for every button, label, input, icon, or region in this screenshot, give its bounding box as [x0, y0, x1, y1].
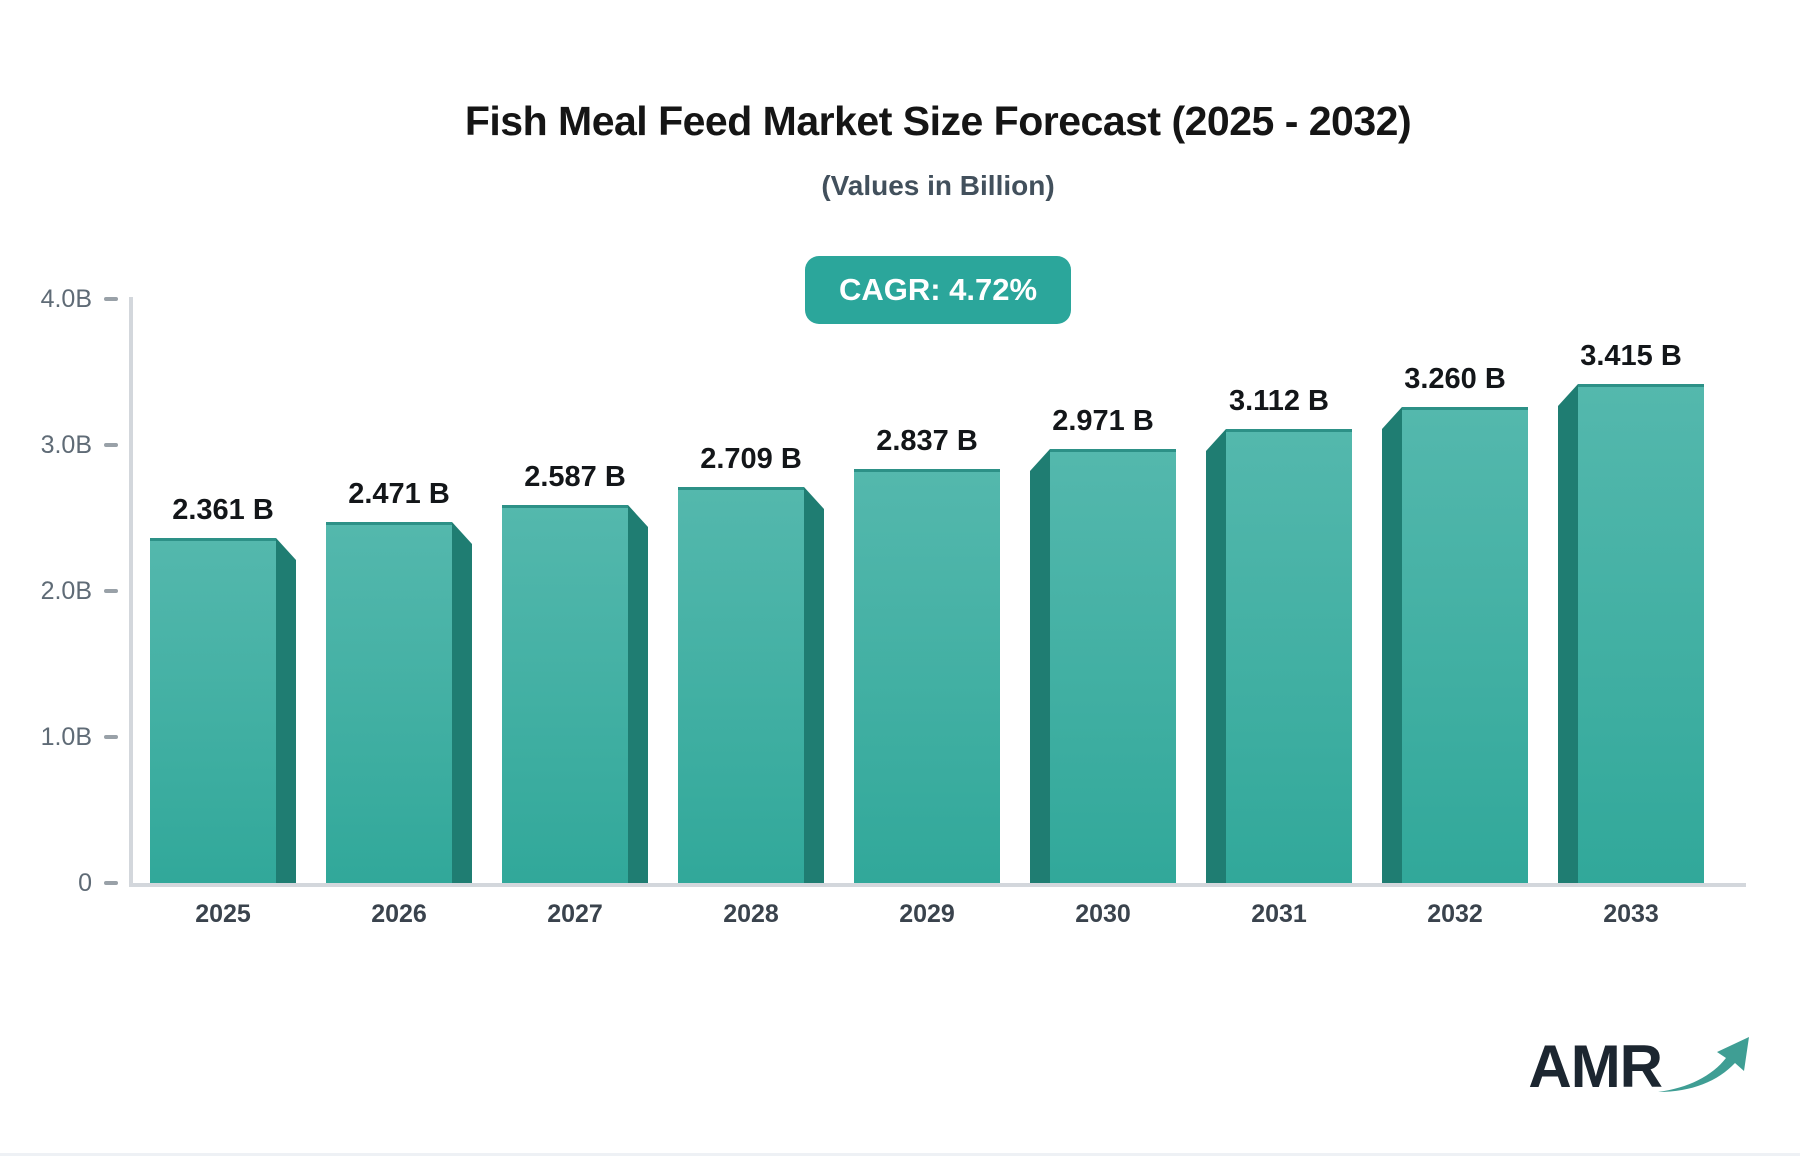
- x-axis-label: 2026: [371, 900, 427, 928]
- bar-face: [326, 522, 452, 883]
- bar-group[interactable]: [150, 538, 296, 883]
- y-axis-label: 1.0B: [40, 723, 92, 751]
- chart-subtitle: (Values in Billion): [821, 170, 1055, 201]
- y-axis-label: 2.0B: [40, 577, 92, 605]
- x-axis-line: [129, 883, 1746, 887]
- x-axis-label: 2027: [547, 900, 603, 928]
- y-axis-tick: [104, 881, 118, 885]
- bar-face: [1578, 384, 1704, 883]
- bar-side-face: [628, 505, 648, 883]
- bar-group[interactable]: [1558, 384, 1704, 883]
- bar-group[interactable]: [1206, 429, 1352, 883]
- logo-text: AMR: [1528, 1033, 1663, 1100]
- bar-value-label: 2.471 B: [348, 478, 450, 510]
- y-axis-tick: [104, 443, 118, 447]
- bar-side-face: [1206, 429, 1226, 883]
- bar-side-face: [804, 487, 824, 883]
- y-axis-tick: [104, 589, 118, 593]
- bar-face: [678, 487, 804, 883]
- x-axis-label: 2030: [1075, 900, 1131, 928]
- bar-side-face: [276, 538, 296, 883]
- bar-group[interactable]: [1382, 407, 1528, 883]
- bar-value-label: 2.361 B: [172, 494, 274, 526]
- x-axis-label: 2029: [899, 900, 955, 928]
- bar-group[interactable]: [1030, 449, 1176, 883]
- x-axis-label: 2025: [195, 900, 251, 928]
- y-axis-label: 3.0B: [40, 431, 92, 459]
- x-axis-label: 2033: [1603, 900, 1659, 928]
- cagr-badge: CAGR: 4.72%: [804, 256, 1072, 324]
- bar-value-label: 2.837 B: [876, 425, 978, 457]
- trend-up-arrow-icon: [1658, 1037, 1749, 1092]
- bar-group[interactable]: [326, 522, 472, 883]
- bar-face: [1050, 449, 1176, 883]
- y-axis-label: 0: [78, 869, 92, 897]
- bar-group[interactable]: [678, 487, 824, 883]
- bar-side-face: [1382, 407, 1402, 883]
- y-axis-tick: [104, 735, 118, 739]
- x-axis-label: 2031: [1251, 900, 1307, 928]
- bar-value-label: 2.971 B: [1052, 405, 1154, 437]
- y-axis-tick: [104, 297, 118, 301]
- bar-face: [1226, 429, 1352, 883]
- bar-value-label: 2.709 B: [700, 443, 802, 475]
- badge-row: CAGR: 4.72%: [130, 256, 1746, 324]
- bar-face: [502, 505, 628, 883]
- y-axis-label: 4.0B: [40, 285, 92, 313]
- bar-value-label: 3.415 B: [1580, 340, 1682, 372]
- bar-face: [1402, 407, 1528, 883]
- bar-face: [150, 538, 276, 883]
- amr-logo: AMR: [1528, 1032, 1754, 1102]
- chart-title: Fish Meal Feed Market Size Forecast (202…: [464, 98, 1412, 144]
- bar-value-label: 2.587 B: [524, 461, 626, 493]
- bar-side-face: [1558, 384, 1578, 883]
- bar-value-label: 3.260 B: [1404, 363, 1506, 395]
- bar-value-label: 3.112 B: [1229, 385, 1329, 417]
- bar-side-face: [1030, 449, 1050, 883]
- bar-group[interactable]: [502, 505, 648, 883]
- x-axis-label: 2032: [1427, 900, 1483, 928]
- bar-face: [854, 469, 1000, 883]
- y-axis-line: [129, 297, 133, 887]
- bar-side-face: [452, 522, 472, 883]
- bar-group[interactable]: [854, 469, 1000, 883]
- x-axis-label: 2028: [723, 900, 779, 928]
